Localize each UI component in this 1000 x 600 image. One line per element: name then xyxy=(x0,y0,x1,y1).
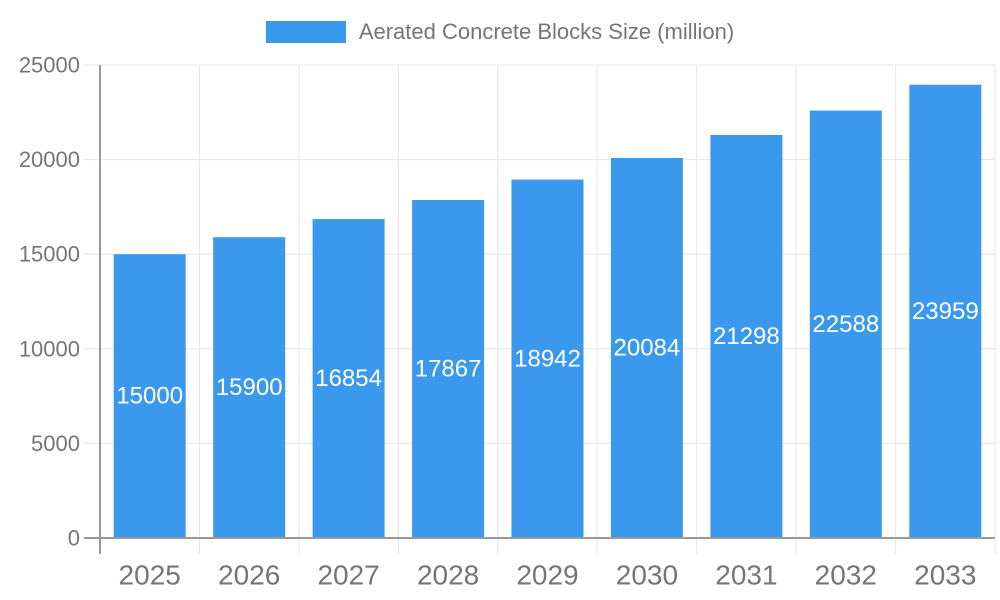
y-tick-label: 5000 xyxy=(31,431,80,456)
x-tick-label: 2028 xyxy=(417,560,479,591)
bar-value-label: 17867 xyxy=(415,356,482,383)
bar[interactable] xyxy=(809,110,882,538)
y-tick-label: 25000 xyxy=(19,53,80,78)
x-tick-label: 2033 xyxy=(914,560,976,591)
x-tick-label: 2030 xyxy=(616,560,678,591)
x-tick-label: 2027 xyxy=(317,560,379,591)
bar-value-label: 15900 xyxy=(216,374,283,401)
bar[interactable] xyxy=(312,219,385,538)
x-tick-label: 2031 xyxy=(715,560,777,591)
bar-value-label: 21298 xyxy=(713,323,780,350)
x-tick-label: 2032 xyxy=(815,560,877,591)
bar-value-label: 15000 xyxy=(116,383,183,410)
bar[interactable] xyxy=(412,200,485,538)
bar-value-label: 22588 xyxy=(812,311,879,338)
bar[interactable] xyxy=(909,84,982,538)
legend-swatch-icon xyxy=(265,21,346,43)
bar-value-label: 16854 xyxy=(315,365,382,392)
x-tick-label: 2029 xyxy=(516,560,578,591)
y-tick-label: 20000 xyxy=(19,147,80,172)
bar[interactable] xyxy=(710,135,783,538)
y-tick-label: 15000 xyxy=(19,242,80,267)
bar[interactable] xyxy=(113,254,186,538)
bar-value-label: 18942 xyxy=(514,345,581,372)
bar[interactable] xyxy=(511,179,584,538)
chart-legend[interactable]: Aerated Concrete Blocks Size (million) xyxy=(0,19,1000,45)
x-tick-label: 2025 xyxy=(119,560,181,591)
bar[interactable] xyxy=(610,158,683,538)
bar-value-label: 20084 xyxy=(614,335,681,362)
y-tick-label: 10000 xyxy=(19,336,80,361)
y-tick-label: 0 xyxy=(68,526,80,551)
legend-label: Aerated Concrete Blocks Size (million) xyxy=(358,19,735,44)
x-tick-label: 2026 xyxy=(218,560,280,591)
bar-value-label: 23959 xyxy=(912,298,979,325)
bar[interactable] xyxy=(213,237,286,538)
